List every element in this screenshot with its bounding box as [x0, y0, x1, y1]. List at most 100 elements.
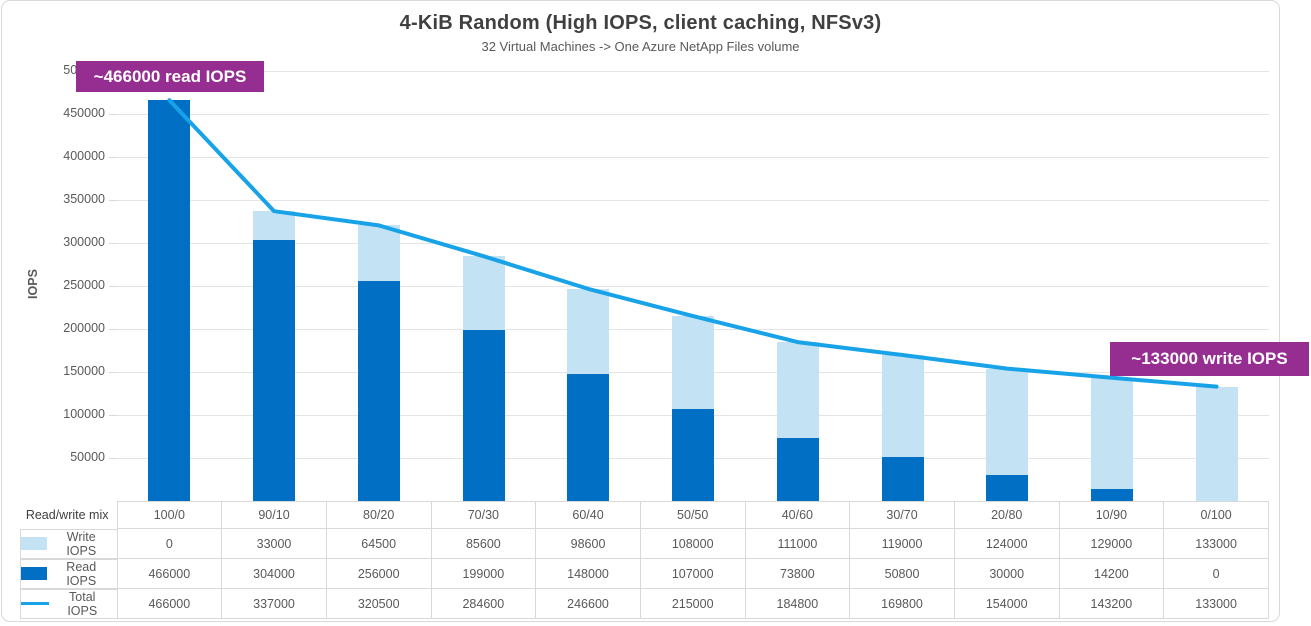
- value-cell: 337000: [221, 588, 327, 619]
- read-iops-bar: [357, 280, 400, 501]
- value-cell: 133000: [1163, 588, 1269, 619]
- series-legend-label: Write IOPS: [20, 528, 117, 559]
- value-cell: 466000: [116, 588, 223, 619]
- write-iops-bar: [986, 368, 1029, 476]
- value-cell: 14200: [1058, 558, 1165, 589]
- y-axis-tick: [109, 157, 117, 158]
- chart-subtitle: 32 Virtual Machines -> One Azure NetApp …: [481, 39, 800, 54]
- write-iops-bar: [1090, 377, 1133, 489]
- y-axis-tick-label: 450000: [63, 106, 105, 120]
- y-axis-tick-label: 350000: [63, 192, 105, 206]
- y-axis-tick-label: 200000: [63, 321, 105, 335]
- y-axis-tick-label: 400000: [63, 149, 105, 163]
- read-iops-bar: [776, 437, 819, 501]
- value-cell: 466000: [116, 558, 223, 589]
- y-axis-tick: [109, 243, 117, 244]
- series-legend-label: Total IOPS: [20, 588, 117, 619]
- value-cell: 98600: [535, 528, 641, 559]
- data-table: Read/write mix 100/0 90/10 80/20 70/30 60/40 5…: [2, 501, 1269, 619]
- read-iops-bar: [881, 457, 924, 501]
- value-cell: 111000: [744, 528, 851, 559]
- value-cell: 284600: [430, 588, 537, 619]
- annotation-read-iops: ~466000 read IOPS: [76, 61, 264, 92]
- write-iops-bar: [776, 342, 819, 438]
- write-iops-bar: [357, 225, 400, 281]
- category-cell: 80/20: [325, 501, 432, 529]
- annotation-write-iops: ~133000 write IOPS: [1110, 342, 1309, 376]
- y-axis-tick: [109, 329, 117, 330]
- gridline: [117, 71, 1269, 72]
- series-legend-label: Read IOPS: [20, 558, 117, 589]
- y-axis-title: IOPS: [25, 269, 40, 299]
- y-axis-tick: [109, 372, 117, 373]
- y-axis-tick-label: 150000: [63, 364, 105, 378]
- write-iops-bar: [1195, 386, 1238, 501]
- value-cell: 30000: [953, 558, 1060, 589]
- series-row-header: Total IOPS: [2, 588, 117, 619]
- value-cell: 85600: [430, 528, 537, 559]
- value-cell: 154000: [953, 588, 1060, 619]
- value-cell: 124000: [953, 528, 1060, 559]
- value-cell: 119000: [849, 528, 955, 559]
- read-iops-bar: [672, 409, 714, 501]
- y-axis-tick: [109, 114, 117, 115]
- write-iops-bar: [462, 256, 505, 330]
- y-axis-tick: [109, 458, 117, 459]
- y-axis-tick-label: 250000: [63, 278, 105, 292]
- table-row-series: Total IOPS 466000 337000 320500 284600 246600…: [2, 588, 1269, 619]
- value-cell: 0: [1163, 558, 1269, 589]
- read-iops-bar: [1090, 488, 1133, 501]
- category-cell: 30/70: [849, 501, 955, 529]
- value-cell: 169800: [849, 588, 955, 619]
- category-cell: 50/50: [639, 501, 746, 529]
- value-cell: 184800: [744, 588, 851, 619]
- y-axis-tick: [109, 415, 117, 416]
- read-series-swatch-icon: [21, 567, 47, 580]
- category-cell: 60/40: [535, 501, 641, 529]
- chart-title: 4-KiB Random (High IOPS, client caching,…: [399, 12, 882, 34]
- gridline: [117, 157, 1269, 158]
- category-cell: 90/10: [221, 501, 327, 529]
- value-cell: 148000: [535, 558, 641, 589]
- value-cell: 215000: [639, 588, 746, 619]
- y-axis-tick: [109, 200, 117, 201]
- y-axis-tick-label: 100000: [63, 407, 105, 421]
- category-cell: 10/90: [1058, 501, 1165, 529]
- read-iops-bar: [253, 239, 296, 501]
- series-name: Total IOPS: [67, 589, 98, 618]
- read-iops-bar: [986, 475, 1029, 501]
- total-series-swatch-icon: [21, 602, 49, 605]
- value-cell: 33000: [221, 528, 327, 559]
- y-axis-tick-label: 50000: [70, 450, 105, 464]
- value-cell: 320500: [325, 588, 432, 619]
- category-cell: 20/80: [953, 501, 1060, 529]
- write-iops-bar: [253, 211, 296, 240]
- category-cell: 40/60: [744, 501, 851, 529]
- y-axis-tick: [109, 286, 117, 287]
- series-name: Read IOPS: [66, 559, 97, 588]
- value-cell: 246600: [535, 588, 641, 619]
- value-cell: 107000: [639, 558, 746, 589]
- series-row-header: Read IOPS: [2, 558, 117, 589]
- value-cell: 108000: [639, 528, 746, 559]
- value-cell: 73800: [744, 558, 851, 589]
- write-iops-bar: [672, 316, 714, 409]
- table-row-series: Read IOPS 466000 304000 256000 199000 148000 1…: [2, 558, 1269, 589]
- value-cell: 256000: [325, 558, 432, 589]
- value-cell: 0: [116, 528, 223, 559]
- chart-frame: 4-KiB Random (High IOPS, client caching,…: [1, 0, 1280, 622]
- category-cell: 0/100: [1163, 501, 1269, 529]
- value-cell: 304000: [221, 558, 327, 589]
- category-cell: 70/30: [430, 501, 537, 529]
- gridline: [117, 114, 1269, 115]
- category-cell: 100/0: [116, 501, 223, 529]
- write-iops-bar: [567, 288, 610, 374]
- read-iops-bar: [462, 329, 505, 501]
- value-cell: 129000: [1058, 528, 1165, 559]
- write-series-swatch-icon: [21, 537, 47, 550]
- write-iops-bar: [881, 355, 924, 458]
- table-row-series: Write IOPS 0 33000 64500 85600 98600 108000 111…: [2, 528, 1269, 559]
- series-row-header: Write IOPS: [2, 528, 117, 559]
- gridline: [117, 200, 1269, 201]
